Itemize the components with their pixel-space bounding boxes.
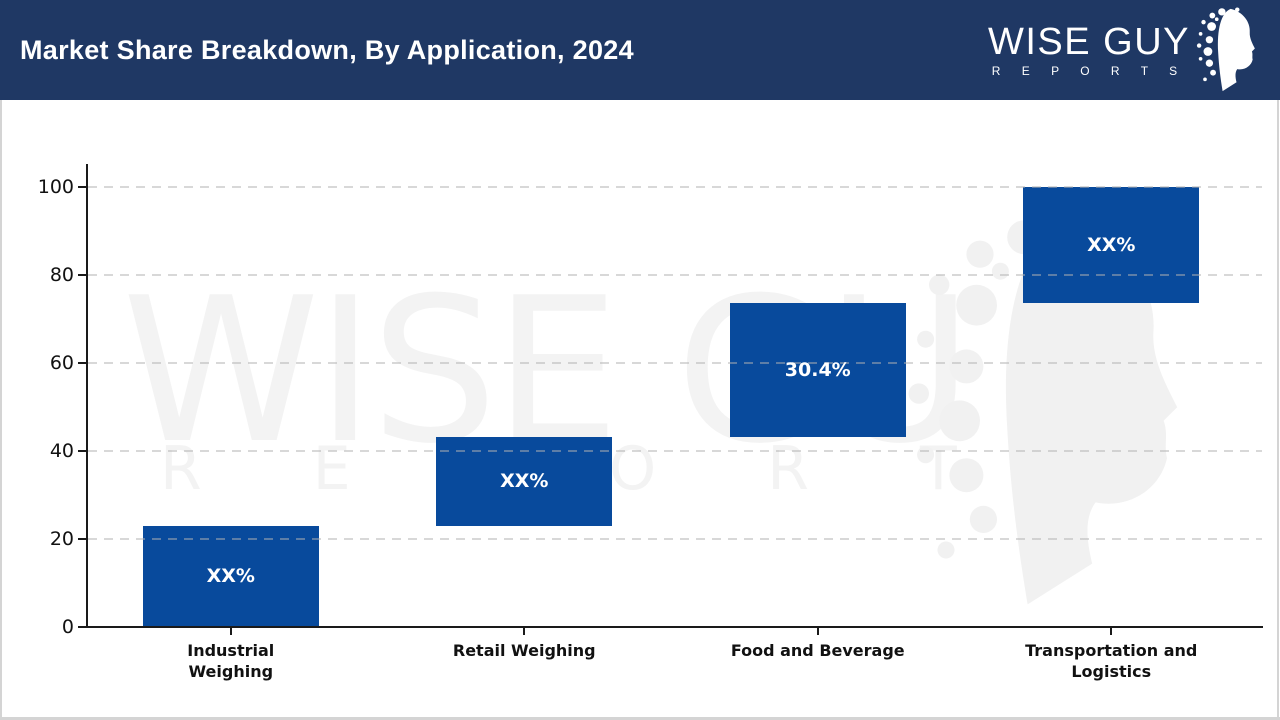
logo-tagline: R E P O R T S: [991, 64, 1187, 78]
page-title: Market Share Breakdown, By Application, …: [20, 34, 634, 65]
watermark-face-icon: [908, 216, 1178, 605]
y-tick-label-40: 40: [49, 440, 74, 462]
page-border-right: [1277, 100, 1279, 720]
page-border-left: [0, 100, 2, 720]
gridline-40: [88, 450, 1262, 452]
y-axis-tick-80: [78, 274, 88, 276]
bar-value-label-retail-weighing: XX%: [500, 470, 549, 493]
logo-text-block: WISE GUY R E P O R T S: [988, 22, 1190, 78]
y-axis-tick-100: [78, 186, 88, 188]
y-axis-tick-40: [78, 450, 88, 452]
x-axis-tick-retail-weighing: [523, 627, 526, 635]
x-axis-tick-industrial-weighing: [229, 627, 232, 635]
category-label-food-and-beverage: Food and Beverage: [730, 641, 905, 660]
bar-transportation-and-logistics: [1023, 187, 1200, 304]
y-axis-tick-20: [78, 538, 88, 540]
y-axis-line: [86, 164, 88, 628]
bar-value-label-food-and-beverage: 30.4%: [784, 359, 851, 382]
bar-industrial-weighing: [142, 525, 319, 627]
category-label-industrial-weighing: Industrial Weighing: [187, 641, 275, 681]
category-label-transportation-and-logistics: Transportation and Logistics: [1025, 641, 1198, 681]
bar-food-and-beverage: [729, 303, 906, 437]
category-label-retail-weighing: Retail Weighing: [452, 641, 596, 660]
bar-value-label-transportation-and-logistics: XX%: [1087, 234, 1136, 257]
gridline-80: [88, 274, 1262, 276]
gridline-100: [88, 186, 1262, 188]
gridline-60: [88, 362, 1262, 364]
bar-value-label-industrial-weighing: XX%: [206, 565, 255, 588]
y-tick-label-80: 80: [49, 264, 74, 286]
page-border-bottom: [0, 717, 1280, 720]
bar-retail-weighing: [436, 436, 613, 526]
header-band: Market Share Breakdown, By Application, …: [0, 0, 1280, 100]
x-axis-tick-transportation-and-logistics: [1110, 627, 1113, 635]
logo-face-icon: [1196, 7, 1255, 92]
y-tick-label-20: 20: [49, 528, 74, 550]
gridline-20: [88, 538, 1262, 540]
y-tick-label-100: 100: [37, 176, 74, 198]
logo-name: WISE GUY: [987, 21, 1190, 63]
y-tick-label-0: 0: [61, 616, 74, 638]
x-axis-tick-food-and-beverage: [816, 627, 819, 635]
wise-guy-reports-logo: WISE GUY R E P O R T S: [988, 6, 1280, 94]
watermark-tagline: R E P O R T S: [160, 434, 1152, 504]
y-axis-tick-0: [78, 626, 88, 628]
y-tick-label-60: 60: [49, 352, 74, 374]
x-axis-line: [85, 626, 1263, 628]
y-axis-tick-60: [78, 362, 88, 364]
watermark-wordmark: WISE GU: [122, 255, 973, 488]
